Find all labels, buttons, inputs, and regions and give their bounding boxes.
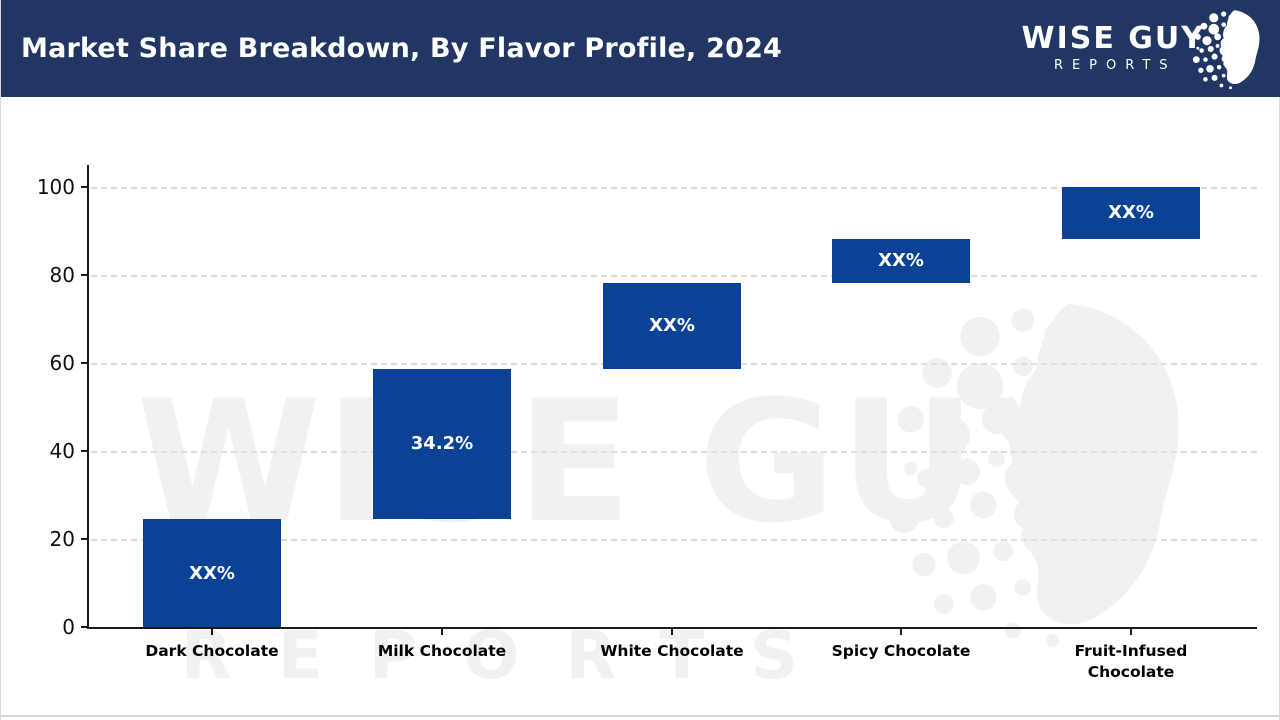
x-axis-tick-mark — [1130, 629, 1132, 635]
y-axis-line — [87, 165, 89, 629]
bar-value-label: 34.2% — [410, 433, 474, 455]
bar-value-label: XX% — [878, 250, 924, 272]
y-axis-tick-mark — [81, 362, 89, 364]
x-axis-tick-mark — [671, 629, 673, 635]
y-axis-tick-mark — [81, 450, 89, 452]
x-axis-category-label: Milk Chocolate — [377, 642, 507, 660]
gridline — [91, 539, 1257, 541]
brand-logo: WISE GUY REPORTS — [1021, 7, 1267, 91]
bottom-divider — [1, 715, 1280, 717]
bar-value-label: XX% — [1108, 202, 1154, 224]
brand-face-icon — [1192, 9, 1260, 89]
chart-area: 0 20 40 60 80 100 XX% Dark Chocolate 34.2% Milk C… — [1, 97, 1280, 720]
x-axis-category-label: Dark Chocolate — [145, 642, 279, 660]
x-axis-tick-mark — [211, 629, 213, 635]
y-axis-tick-mark — [81, 274, 89, 276]
gridline — [91, 451, 1257, 453]
y-axis-tick-mark — [81, 626, 89, 628]
x-axis-category-label: White Chocolate — [600, 642, 744, 660]
x-axis-category-label: Fruit-Infused Chocolate — [1074, 642, 1188, 681]
bar: 34.2% — [373, 368, 511, 520]
page-title: Market Share Breakdown, By Flavor Profil… — [21, 33, 783, 64]
y-axis-tick-mark — [81, 186, 89, 188]
gridline — [91, 275, 1257, 277]
bar: XX% — [143, 519, 281, 627]
brand-subname: REPORTS — [1053, 58, 1177, 73]
gridline — [91, 187, 1257, 189]
bar: XX% — [603, 282, 741, 369]
x-axis-tick-mark — [900, 629, 902, 635]
bar-value-label: XX% — [189, 562, 235, 584]
header: Market Share Breakdown, By Flavor Profil… — [1, 0, 1280, 97]
y-axis-tick-mark — [81, 538, 89, 540]
x-axis-line — [87, 627, 1257, 629]
y-axis-tick-label: 0 — [62, 615, 75, 639]
brand-logo-text: WISE GUY REPORTS — [1021, 21, 1205, 74]
y-axis-tick-label: 100 — [36, 175, 75, 199]
y-axis-tick-label: 80 — [49, 263, 75, 287]
x-axis-tick-mark — [441, 629, 443, 635]
y-axis-tick-label: 60 — [49, 351, 75, 375]
y-axis-tick-label: 40 — [49, 439, 75, 463]
brand-name: WISE GUY — [1021, 21, 1205, 56]
bar: XX% — [1062, 187, 1200, 239]
bar-value-label: XX% — [649, 315, 695, 337]
x-axis-category-label: Spicy Chocolate — [831, 642, 971, 660]
bar: XX% — [832, 238, 970, 283]
y-axis-tick-label: 20 — [49, 527, 75, 551]
